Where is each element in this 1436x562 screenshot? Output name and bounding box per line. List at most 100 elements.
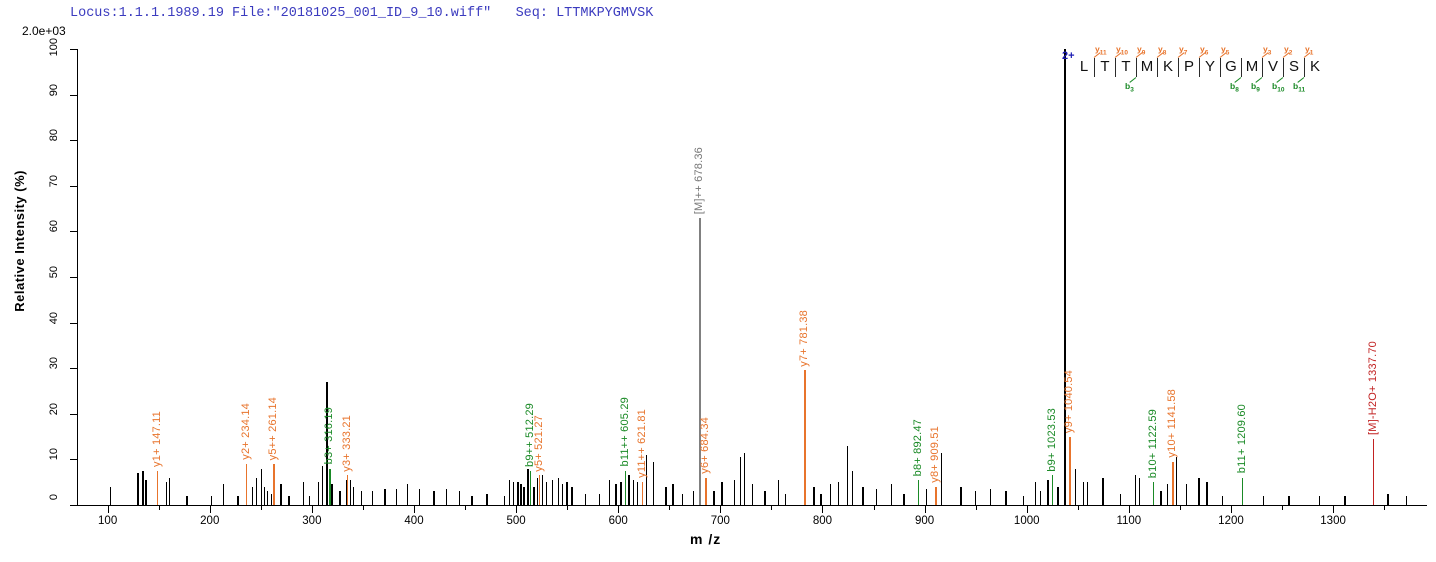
spectrum-peak-neutral_loss (1372, 438, 1374, 505)
x-axis-tick-minor (771, 506, 773, 510)
x-axis-tick-minor (362, 506, 364, 510)
spectrum-peak (1005, 491, 1007, 505)
y-axis-tick (70, 413, 77, 415)
spectrum-peak (875, 489, 877, 505)
y-axis-tick (70, 505, 77, 506)
y-axis-tick (70, 322, 77, 324)
spectrum-peak (266, 491, 269, 505)
peak-label: [M]++ 678.36 (693, 146, 706, 214)
spectrum-peak (186, 495, 188, 505)
spectrum-peak (846, 445, 849, 505)
peak-label: b3+ 316.19 (323, 407, 336, 465)
x-axis-tick-label: 800 (812, 515, 833, 527)
spectrum-peak-b (1051, 475, 1054, 505)
residue-5: K (1162, 58, 1173, 75)
spectrum-peak (566, 482, 568, 505)
spectrum-peak-y (538, 475, 541, 505)
spectrum-peak (609, 479, 611, 505)
y-axis-tick-label: 0 (48, 494, 60, 501)
x-axis-tick-major (209, 506, 211, 513)
spectrum-peak-y (156, 470, 159, 505)
spectrum-peak (508, 479, 511, 505)
x-axis-tick-label: 1100 (1116, 515, 1142, 527)
x-axis-tick-major (414, 506, 415, 513)
spectrum-peak (1082, 482, 1085, 505)
x-axis-tick-major (1128, 506, 1130, 513)
spectrum-peak (1288, 495, 1290, 505)
x-axis-tick-minor (1179, 506, 1181, 510)
spectrum-peak (486, 493, 488, 505)
spectrum-peak (974, 491, 976, 505)
spectrum-peak-y (705, 477, 707, 505)
x-axis-title: m /z (690, 531, 722, 547)
x-axis-tick-minor (567, 506, 569, 510)
x-axis-tick-major (107, 506, 109, 513)
spectrum-peak (419, 489, 421, 505)
spectrum-header-line: Locus:1.1.1.1989.19 File:"20181025_001_I… (70, 6, 654, 21)
x-axis-tick-label: 900 (915, 515, 935, 527)
fragment-divider (1220, 58, 1221, 77)
spectrum-peak (517, 482, 519, 505)
spectrum-peak (752, 484, 754, 505)
y-ion-label-11: y11 (1095, 44, 1107, 57)
b-ion-label-3: b3 (1125, 81, 1134, 94)
spectrum-peak (1074, 468, 1077, 505)
spectrum-peak (523, 486, 525, 505)
spectrum-peak (713, 491, 715, 505)
peak-label: b9+ 1023.53 (1045, 407, 1058, 472)
x-axis-tick-label: 400 (404, 515, 424, 527)
x-axis-tick-major (1333, 506, 1335, 513)
spectrum-peak (862, 486, 864, 505)
y-axis-tick (70, 231, 77, 233)
spectrum-peak (598, 493, 601, 505)
y-axis-tick-label: 50 (48, 266, 60, 279)
spectrum-peak (652, 461, 655, 505)
spectrum-peak (326, 381, 328, 505)
x-axis-tick-label: 600 (608, 515, 628, 527)
peak-label: b8+ 892.47 (911, 418, 924, 476)
spectrum-peak (940, 452, 943, 505)
residue-3: T (1121, 58, 1131, 75)
x-axis-tick-label: 1200 (1218, 515, 1244, 527)
spectrum-peak (1134, 475, 1137, 505)
spectrum-peak (1119, 493, 1122, 505)
y-axis-line (77, 49, 78, 506)
spectrum-peak (672, 484, 674, 505)
spectrum-peak (628, 475, 630, 505)
spectrum-peak (445, 489, 448, 505)
x-axis-tick-label: 700 (710, 515, 730, 527)
spectrum-peak (743, 452, 746, 505)
y-ion-label-6: y6 (1200, 44, 1209, 57)
spectrum-peak (692, 491, 695, 505)
x-axis-tick-major (720, 506, 722, 513)
fragment-divider (1199, 58, 1200, 77)
spectrum-peak (142, 470, 144, 505)
peak-label: b11+ 1209.60 (1235, 404, 1248, 474)
spectrum-peak (541, 475, 544, 505)
spectrum-peak (109, 486, 112, 505)
peak-label: [M]-H2O+ 1337.70 (1366, 340, 1379, 435)
spectrum-peak (1405, 495, 1407, 505)
spectrum-peak (165, 482, 168, 505)
spectrum-peak (820, 493, 822, 505)
residue-12: K (1309, 58, 1320, 75)
peak-label: y11++ 621.81 (635, 409, 648, 479)
x-axis-tick-major (1026, 506, 1028, 513)
spectrum-peak (764, 491, 766, 505)
spectrum-peak (545, 482, 548, 505)
spectrum-peak (251, 486, 253, 505)
spectrum-peak-b (529, 470, 532, 505)
x-axis-ticks: 100 200 300 400 500 600 700 800 900 1000 1100 1200 1… (77, 506, 1427, 532)
fragment-divider (1178, 58, 1179, 77)
residue-4: M (1140, 58, 1154, 75)
y-axis-tick-label: 80 (48, 129, 60, 142)
b-ion-label-8: b8 (1230, 81, 1239, 94)
spectrum-peak (829, 484, 831, 505)
peak-label: y7+ 781.38 (798, 309, 811, 367)
spectrum-peak (322, 466, 324, 505)
peak-label: y10+ 1141.58 (1166, 389, 1179, 458)
x-axis-tick-label: 100 (98, 515, 118, 527)
y-axis-tick-label: 90 (48, 83, 60, 96)
b-ion-label-10: b10 (1272, 81, 1285, 94)
fragment-divider (1094, 58, 1095, 77)
